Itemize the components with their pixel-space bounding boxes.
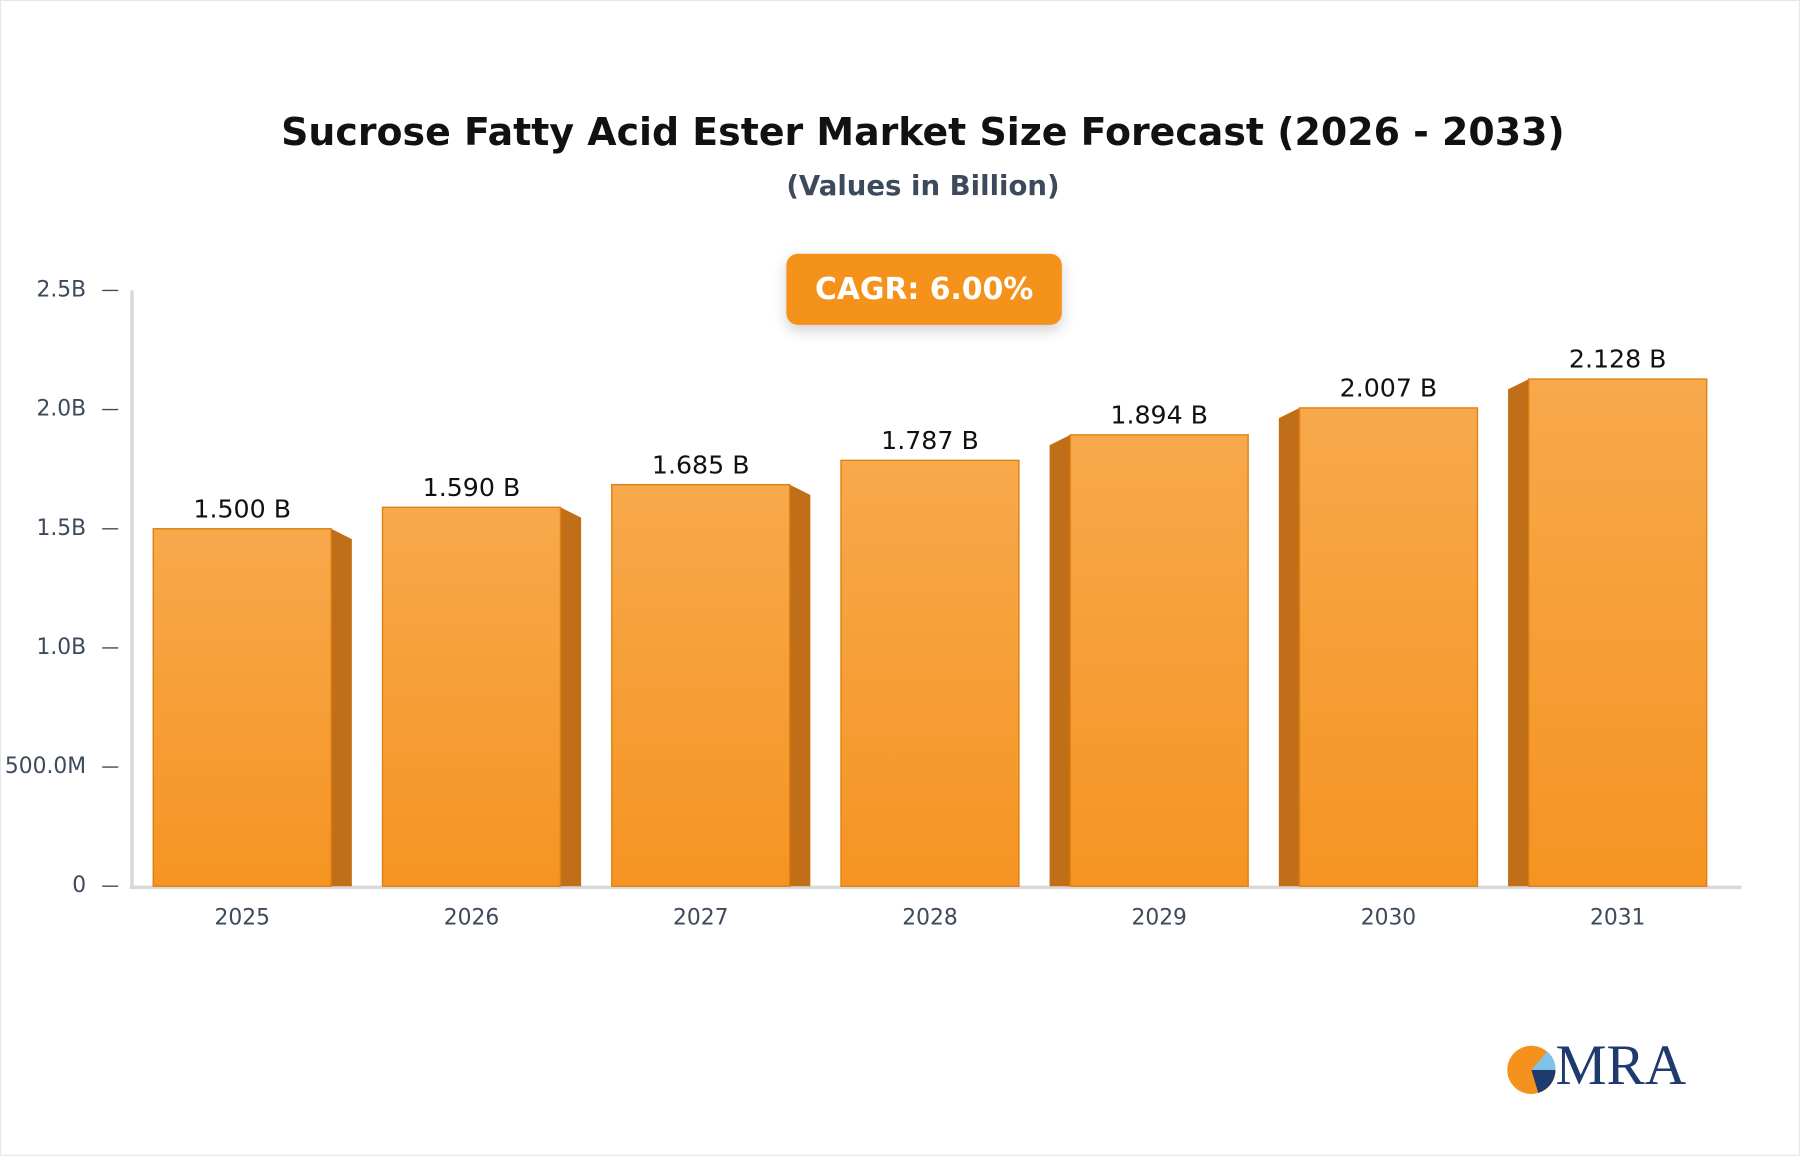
value-label: 1.685 B [652, 450, 750, 479]
y-tick-label: 0 [72, 873, 86, 898]
bar [611, 483, 791, 887]
chart-subtitle: (Values in Billion) [786, 170, 1059, 202]
bar-side [1278, 407, 1300, 887]
x-tick-label: 2030 [1361, 905, 1416, 930]
chart-title: Sucrose Fatty Acid Ester Market Size For… [281, 110, 1565, 154]
x-tick-label: 2029 [1131, 905, 1186, 930]
x-tick-label: 2028 [902, 905, 957, 930]
x-tick-label: 2027 [673, 905, 728, 930]
bar [840, 459, 1020, 887]
y-tick-label: 2.0B [36, 397, 86, 422]
y-tick-label: 2.5B [36, 277, 86, 302]
cagr-badge: CAGR: 6.00% [786, 253, 1062, 325]
value-label: 1.787 B [881, 426, 979, 455]
value-label: 2.128 B [1569, 345, 1667, 374]
x-tick-label: 2025 [214, 905, 269, 930]
bar [1298, 407, 1479, 887]
logo: MRA [1507, 1034, 1687, 1097]
x-tick-label: 2026 [444, 905, 499, 930]
bar-side [331, 528, 352, 887]
bar-side [1049, 434, 1071, 887]
y-tick-label: 1.0B [36, 635, 86, 660]
value-label: 1.590 B [423, 473, 521, 502]
bar [1528, 378, 1708, 887]
bar-side [789, 484, 811, 887]
value-label: 1.500 B [193, 494, 291, 523]
bar [381, 506, 562, 887]
bar-side [560, 507, 582, 887]
value-label: 2.007 B [1340, 374, 1438, 403]
x-tick-label: 2031 [1590, 905, 1645, 930]
cagr-box [786, 253, 1062, 325]
y-tick-label: 500.0M [5, 754, 86, 779]
logo-mark-slice [1531, 1051, 1556, 1070]
y-tick-label: 1.5B [36, 516, 86, 541]
cagr-text: CAGR: 6.00% [815, 272, 1033, 307]
logo-mark-slice [1531, 1069, 1556, 1093]
value-label: 1.894 B [1110, 400, 1208, 429]
bar [152, 528, 332, 887]
bar-side [1508, 379, 1529, 887]
logo-text: MRA [1555, 1034, 1686, 1097]
bar [1069, 434, 1249, 887]
